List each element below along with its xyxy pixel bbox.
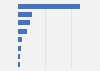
- Bar: [18, 20, 30, 25]
- Bar: [18, 4, 80, 9]
- Bar: [18, 62, 20, 67]
- Bar: [18, 12, 32, 17]
- Bar: [18, 29, 26, 34]
- Bar: [18, 54, 20, 59]
- Bar: [18, 46, 21, 50]
- Bar: [18, 37, 22, 42]
